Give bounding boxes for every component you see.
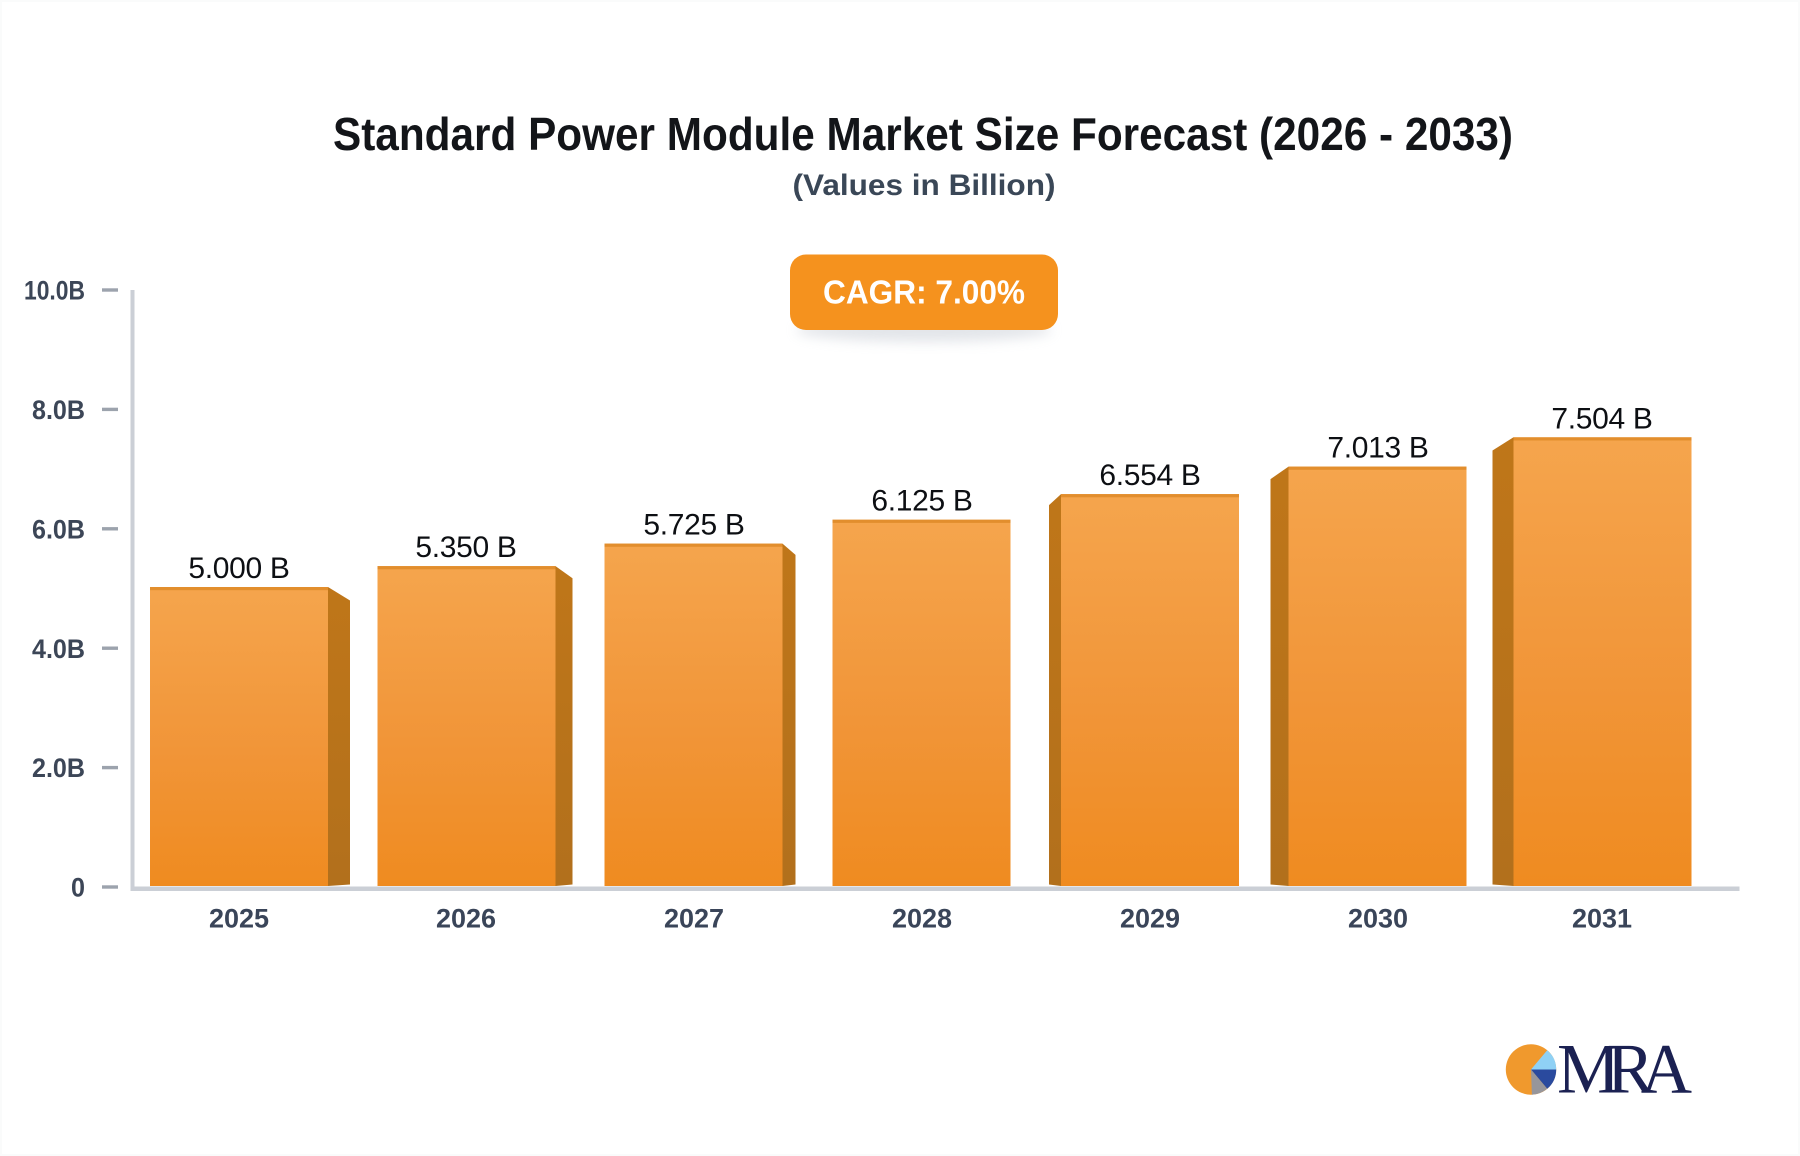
svg-text:7.013 B: 7.013 B	[1327, 432, 1428, 465]
svg-text:5.725 B: 5.725 B	[643, 509, 744, 542]
svg-text:7.504 B: 7.504 B	[1551, 402, 1652, 435]
svg-text:MRA: MRA	[1557, 1031, 1692, 1109]
svg-text:Standard Power Module Market S: Standard Power Module Market Size Foreca…	[333, 108, 1513, 160]
svg-text:5.350 B: 5.350 B	[415, 531, 516, 564]
svg-text:2026: 2026	[436, 904, 496, 934]
svg-text:(Values in Billion): (Values in Billion)	[793, 169, 1056, 202]
svg-text:2028: 2028	[892, 904, 952, 934]
svg-text:2025: 2025	[209, 904, 269, 934]
svg-text:CAGR: 7.00%: CAGR: 7.00%	[823, 274, 1025, 311]
svg-text:2029: 2029	[1120, 904, 1180, 934]
svg-text:5.000 B: 5.000 B	[188, 552, 289, 585]
svg-text:0: 0	[71, 873, 85, 903]
svg-text:6.125 B: 6.125 B	[871, 485, 972, 518]
svg-text:8.0B: 8.0B	[32, 395, 85, 425]
svg-text:2031: 2031	[1572, 904, 1632, 934]
svg-text:2030: 2030	[1348, 904, 1408, 934]
svg-text:2027: 2027	[664, 904, 724, 934]
svg-text:6.0B: 6.0B	[32, 514, 85, 544]
svg-text:10.0B: 10.0B	[24, 276, 85, 306]
svg-text:6.554 B: 6.554 B	[1099, 459, 1200, 492]
svg-text:2.0B: 2.0B	[32, 753, 85, 783]
svg-text:4.0B: 4.0B	[32, 634, 85, 664]
